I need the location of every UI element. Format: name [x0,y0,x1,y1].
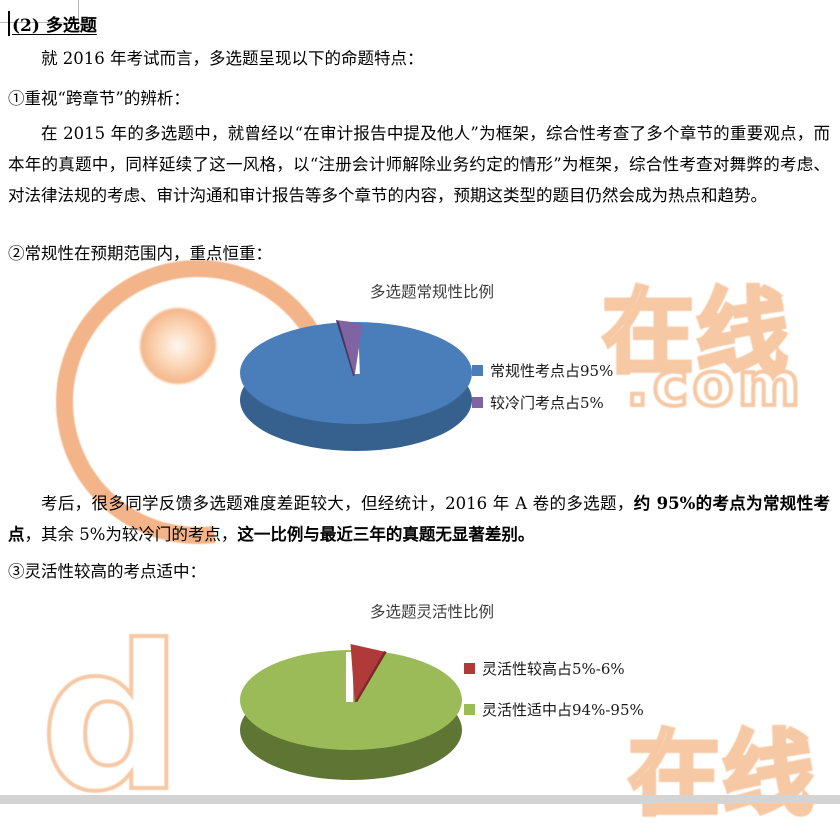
paragraph-point-1: ①重视“跨章节”的辨析： [8,89,190,108]
watermark-text-com-top: .com [624,348,805,422]
chart-regularity-pie [240,320,472,454]
legend-item: 灵活性适中占94%-95% [464,699,644,720]
chart-flexibility-pie [240,644,462,796]
legend-label-regular: 常规性考点占95% [490,362,614,380]
footer-bar [0,795,840,804]
chart-flexibility: 多选题灵活性比例 灵活性较高占5%-6% 灵活性适中占94%-95% [232,600,644,796]
mid-bold-1: 约 95%的考点为常规性考点 [8,494,830,544]
legend-label-high: 灵活性较高占5%-6% [482,660,625,678]
legend-swatch-regular-icon [472,365,483,376]
legend-item: 常规性考点占95% [472,360,613,381]
mid-plain-1: 考后，很多同学反馈多选题难度差距较大，但经统计，2016 年 A 卷的多选题， [41,494,634,513]
mid-bold-2: 这一比例与最近三年的真题无显著差别。 [237,525,535,544]
chart-flexibility-title: 多选题灵活性比例 [369,603,494,621]
watermark-dot-top [140,308,216,384]
page-margin-guide [0,0,79,23]
paragraph-point-1-body: 在 2015 年的多选题中，就曾经以“在审计报告中提及他人”为框架，综合性考查了… [8,124,830,205]
legend-label-rare: 较冷门考点占5% [490,394,604,412]
watermark-text-d-bottom: d [38,603,186,836]
paragraph-intro: 就 2016 年考试而言，多选题呈现以下的命题特点： [41,49,424,68]
chart-regularity-title: 多选题常规性比例 [369,283,494,301]
legend-swatch-moderate-icon [464,704,475,715]
legend-item: 较冷门考点占5% [472,392,613,413]
paragraph-mid-analysis: 考后，很多同学反馈多选题难度差距较大，但经统计，2016 年 A 卷的多选题，约… [8,488,830,550]
legend-label-moderate: 灵活性适中占94%-95% [482,701,644,719]
chart-flexibility-legend: 灵活性较高占5%-6% 灵活性适中占94%-95% [464,658,644,731]
chart-regularity-legend: 常规性考点占95% 较冷门考点占5% [472,360,613,424]
mid-plain-2: ，其余 5%为较冷门的考点， [24,525,238,544]
watermark-text-cn-bottom: 在线 [626,719,817,830]
page-title: (2) 多选题 [8,11,97,36]
paragraph-point-2: ②常规性在预期范围内，重点恒重： [8,244,272,263]
chart-regularity: 多选题常规性比例 常规性考点占95% 较冷门考点占5% [232,280,632,460]
legend-swatch-high-icon [464,663,475,674]
page-title-text: (2) 多选题 [12,16,97,36]
pie-gap-flexibility [346,652,353,702]
paragraph-point-3: ③灵活性较高的考点适中： [8,562,206,581]
legend-swatch-rare-icon [472,397,483,408]
legend-item: 灵活性较高占5%-6% [464,658,644,679]
